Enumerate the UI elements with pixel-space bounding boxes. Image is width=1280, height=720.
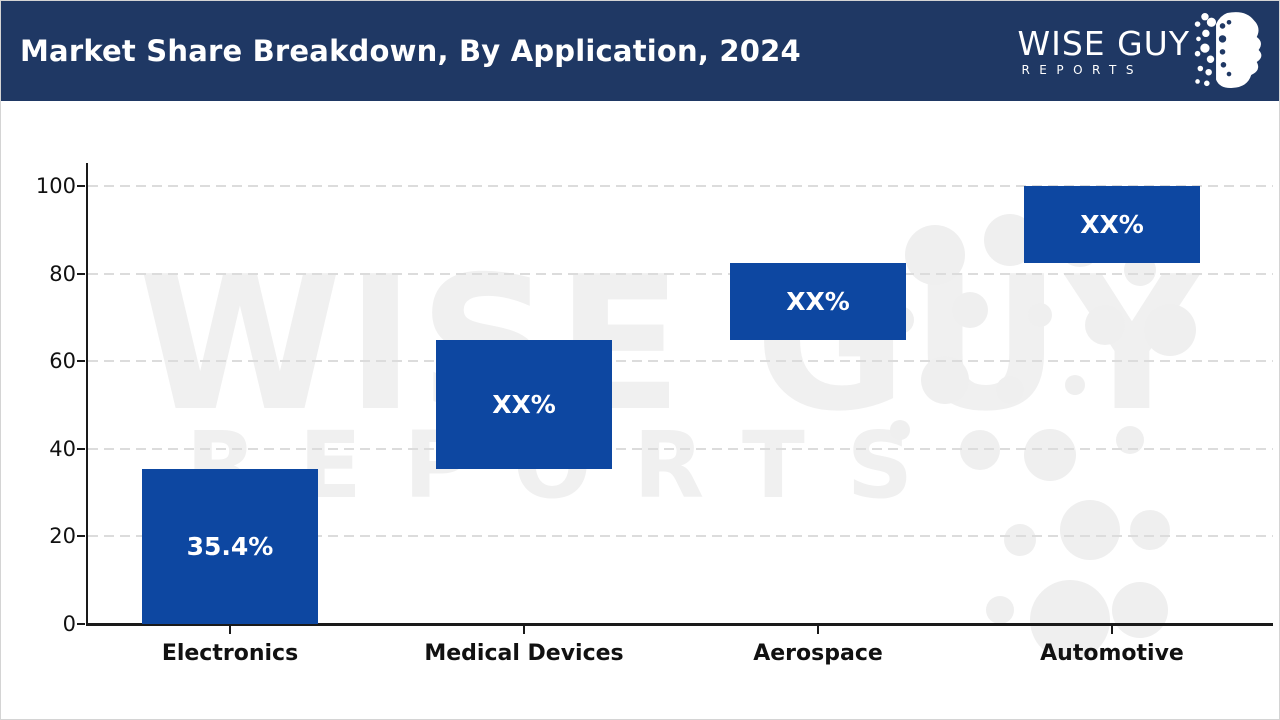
x-tick-medical-devices — [523, 626, 525, 634]
x-axis-label-medical-devices: Medical Devices — [424, 641, 624, 666]
x-tick-electronics — [229, 626, 231, 634]
logo-text: WISE GUY REPORTS — [1017, 27, 1190, 77]
bar-value-label-automotive: XX% — [1080, 210, 1144, 239]
brand-logo: WISE GUY REPORTS — [1008, 0, 1268, 101]
x-tick-automotive — [1111, 626, 1113, 634]
y-axis-spine — [86, 163, 88, 626]
bar-automotive: XX% — [1024, 186, 1200, 263]
logo-wordmark: WISE GUY — [1017, 24, 1190, 63]
x-tick-aerospace — [817, 626, 819, 634]
gridline-60 — [88, 360, 1273, 362]
x-axis-label-automotive: Automotive — [1040, 641, 1184, 666]
bar-value-label-electronics: 35.4% — [186, 532, 274, 561]
y-tick-80 — [77, 273, 85, 275]
bar-electronics: 35.4% — [142, 469, 318, 624]
gridline-40 — [88, 448, 1273, 450]
y-tick-20 — [77, 535, 85, 537]
x-axis-spine — [86, 623, 1273, 626]
bar-medical-devices: XX% — [436, 340, 612, 469]
bar-aerospace: XX% — [730, 263, 906, 340]
gridline-100 — [88, 185, 1273, 187]
y-axis-label-80: 80 — [49, 262, 76, 286]
logo-subtext: REPORTS — [1021, 63, 1143, 77]
y-axis-label-100: 100 — [35, 174, 76, 198]
bar-value-label-medical-devices: XX% — [492, 390, 556, 419]
y-tick-100 — [77, 185, 85, 187]
y-tick-0 — [77, 623, 85, 625]
gridline-20 — [88, 535, 1273, 537]
x-axis-label-electronics: Electronics — [161, 641, 299, 666]
y-tick-40 — [77, 448, 85, 450]
y-axis-label-0: 0 — [62, 612, 76, 636]
chart-title: Market Share Breakdown, By Application, … — [20, 33, 801, 68]
y-axis-label-60: 60 — [49, 349, 76, 373]
bar-value-label-aerospace: XX% — [786, 287, 850, 316]
y-tick-60 — [77, 360, 85, 362]
x-axis-label-aerospace: Aerospace — [753, 641, 883, 666]
y-axis-label-20: 20 — [49, 524, 76, 548]
header-bar: Market Share Breakdown, By Application, … — [0, 0, 1280, 101]
y-axis-label-40: 40 — [49, 437, 76, 461]
logo-face-icon — [1194, 12, 1262, 89]
gridline-80 — [88, 273, 1273, 275]
